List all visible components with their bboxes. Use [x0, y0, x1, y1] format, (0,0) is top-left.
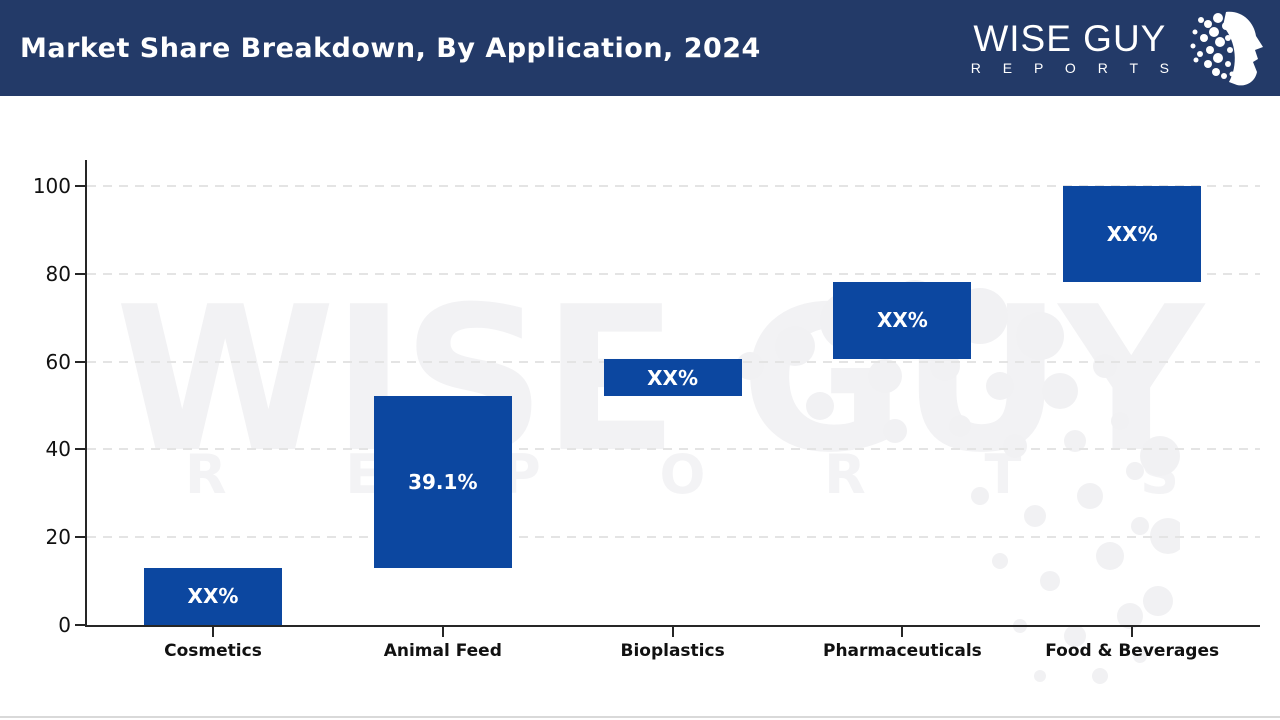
header-bar: Market Share Breakdown, By Application, … — [0, 0, 1280, 96]
bar-cosmetics: XX% — [144, 567, 282, 625]
y-tick-label-100: 100 — [32, 174, 71, 198]
category-label-cosmetics: Cosmetics — [164, 641, 262, 661]
bar-bioplastics: XX% — [603, 358, 742, 397]
category-label-bioplastics: Bioplastics — [620, 641, 725, 661]
watermark-face-icon — [736, 280, 1180, 684]
gridline-20 — [87, 536, 1260, 539]
bar-food-beverages: XX% — [1063, 186, 1202, 282]
x-tick-mark-cosmetics — [212, 627, 214, 637]
y-tick-mark-40 — [75, 448, 85, 451]
logo-wordmark-block: WISE GUY R E P O R T S — [962, 18, 1178, 76]
bar-value-label-cosmetics: XX% — [187, 584, 239, 609]
y-tick-mark-0 — [75, 624, 85, 626]
gridline-100 — [87, 185, 1260, 187]
x-tick-mark-animal-feed — [441, 627, 444, 637]
gridline-80 — [87, 272, 1260, 275]
y-tick-label-20: 20 — [45, 525, 71, 550]
category-label-pharmaceuticals: Pharmaceuticals — [823, 641, 982, 661]
logo-wordmark: WISE GUY — [973, 18, 1167, 60]
bar-value-label-food-beverages: XX% — [1106, 221, 1158, 246]
x-tick-mark-pharmaceuticals — [901, 627, 904, 637]
chart-title: Market Share Breakdown, By Application, … — [20, 32, 761, 64]
y-tick-mark-60 — [75, 360, 85, 363]
wise-guy-logo: WISE GUY R E P O R T S — [962, 8, 1266, 88]
logo-subtext: R E P O R T S — [970, 59, 1178, 76]
x-tick-mark-bioplastics — [671, 627, 674, 637]
gridline-40 — [87, 448, 1260, 451]
y-tick-label-40: 40 — [45, 437, 71, 462]
bottom-divider — [0, 716, 1280, 718]
category-label-food-beverages: Food & Beverages — [1045, 641, 1220, 661]
x-tick-mark-food-beverages — [1131, 627, 1134, 637]
plot-area: 0 20 40 60 80 100 XX% Cosmetics 39.1% Animal Feed… — [33, 160, 1260, 661]
logo-face-icon — [1190, 11, 1263, 86]
y-tick-label-80: 80 — [45, 261, 71, 286]
y-tick-label-0: 0 — [58, 613, 71, 637]
bar-value-label-bioplastics: XX% — [647, 365, 699, 390]
category-label-animal-feed: Animal Feed — [383, 641, 502, 661]
y-tick-label-60: 60 — [45, 349, 71, 374]
waterfall-chart: WISE GUY R E P O R T S — [0, 96, 1280, 720]
bar-value-label-pharmaceuticals: XX% — [876, 308, 928, 333]
bar-animal-feed: 39.1% — [373, 396, 512, 568]
bar-pharmaceuticals: XX% — [833, 281, 972, 359]
bar-value-label-animal-feed: 39.1% — [408, 470, 478, 495]
y-tick-mark-100 — [75, 185, 85, 187]
y-tick-mark-80 — [75, 272, 85, 275]
y-tick-mark-20 — [75, 536, 85, 539]
